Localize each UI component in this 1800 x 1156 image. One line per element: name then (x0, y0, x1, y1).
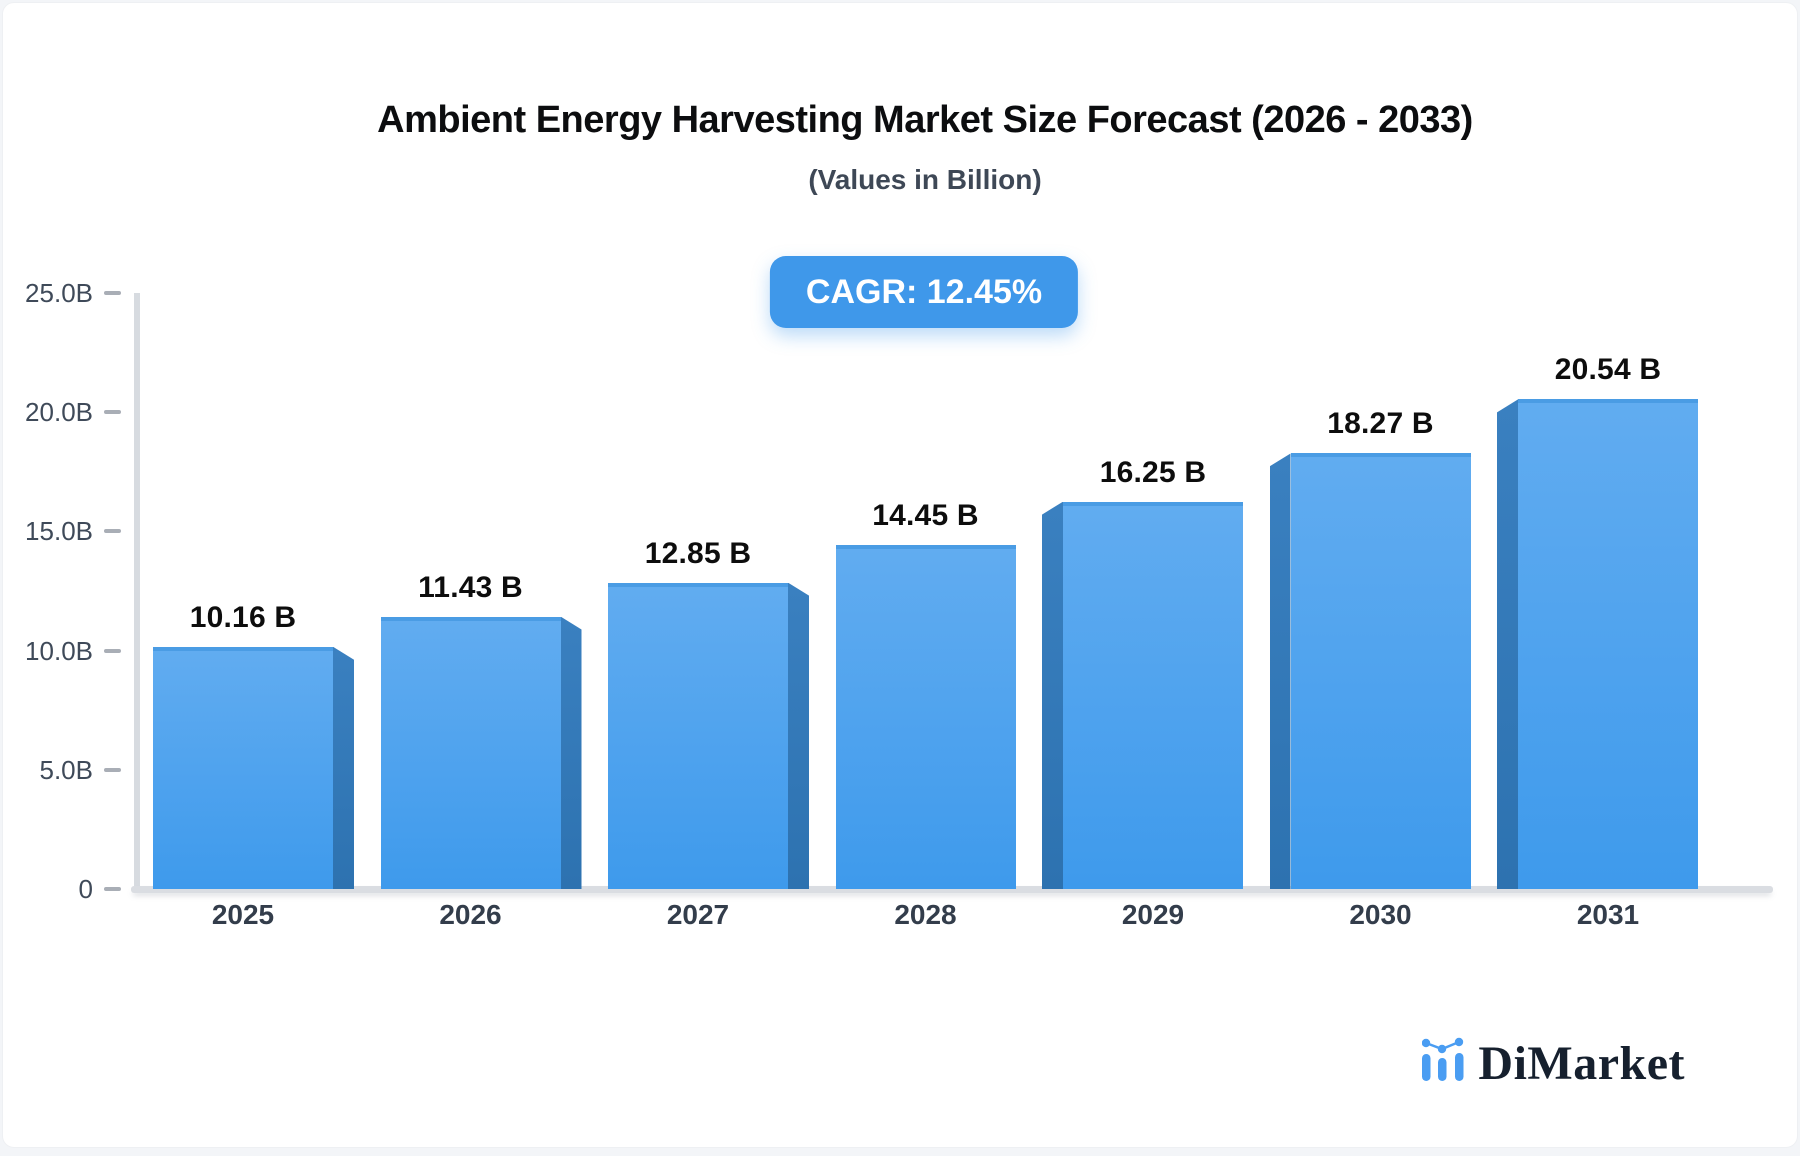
bar-3d-side (1497, 399, 1518, 889)
bar-3d-side (788, 582, 809, 889)
bar-3d-side (560, 616, 582, 889)
y-tick-dash (104, 887, 121, 891)
y-tick-label: 0 (78, 874, 93, 904)
bar-value-label: 16.25 B (1099, 455, 1207, 489)
y-tick-label: 25.0B (25, 278, 93, 308)
bar (153, 646, 333, 889)
bar (380, 616, 561, 889)
y-tick-dash (104, 767, 121, 772)
bar-value-label: 12.85 B (644, 536, 752, 570)
y-tick-dash (104, 410, 121, 415)
bar-value-label: 18.27 B (1327, 407, 1434, 441)
y-tick-dash (104, 291, 121, 295)
bar (608, 582, 788, 889)
cagr-badge: CAGR: 12.45% (769, 256, 1079, 328)
bar (835, 544, 1016, 889)
chart-header: Ambient Energy Harvesting Market Size Fo… (53, 3, 1797, 196)
bar (1290, 453, 1471, 889)
y-tick-label: 10.0B (25, 635, 93, 666)
logo-text: DiMarket (1478, 1037, 1685, 1090)
dimarket-logo: DiMarket (1422, 1037, 1685, 1088)
bar-chart-plot: 25.0B 20.0B 15.0B 10.0B 5.0B 0 10.16 B 2025 11.4… (3, 3, 1797, 1147)
bar-value-label: 14.45 B (872, 498, 979, 532)
y-tick-label: 5.0B (39, 754, 94, 785)
x-tick-label: 2028 (894, 899, 957, 930)
bar-3d-side (1042, 501, 1063, 889)
x-tick-label: 2026 (439, 899, 502, 930)
x-tick-label: 2025 (211, 899, 275, 930)
y-tick-label: 20.0B (25, 397, 93, 428)
bar-value-label: 11.43 B (418, 570, 523, 604)
y-tick-dash (104, 529, 121, 534)
x-axis-baseline (131, 886, 1773, 893)
bar-3d-side (1269, 453, 1291, 889)
y-axis-line (134, 293, 140, 889)
y-tick-label: 15.0B (25, 516, 93, 547)
bar-value-label: 10.16 B (189, 600, 297, 634)
chart-title: Ambient Energy Harvesting Market Size Fo… (377, 99, 1473, 141)
x-tick-label: 2030 (1349, 899, 1412, 930)
x-tick-label: 2029 (1121, 899, 1185, 930)
bar (1063, 501, 1243, 889)
x-tick-label: 2031 (1576, 899, 1640, 930)
bar-chart-with-dots-icon (1422, 1037, 1464, 1081)
bar-3d-side (333, 646, 354, 889)
y-tick-dash (104, 648, 121, 653)
chart-subtitle: (Values in Billion) (808, 164, 1042, 195)
bar (1518, 399, 1698, 889)
x-tick-label: 2027 (666, 899, 730, 930)
bar-value-label: 20.54 B (1554, 353, 1662, 387)
